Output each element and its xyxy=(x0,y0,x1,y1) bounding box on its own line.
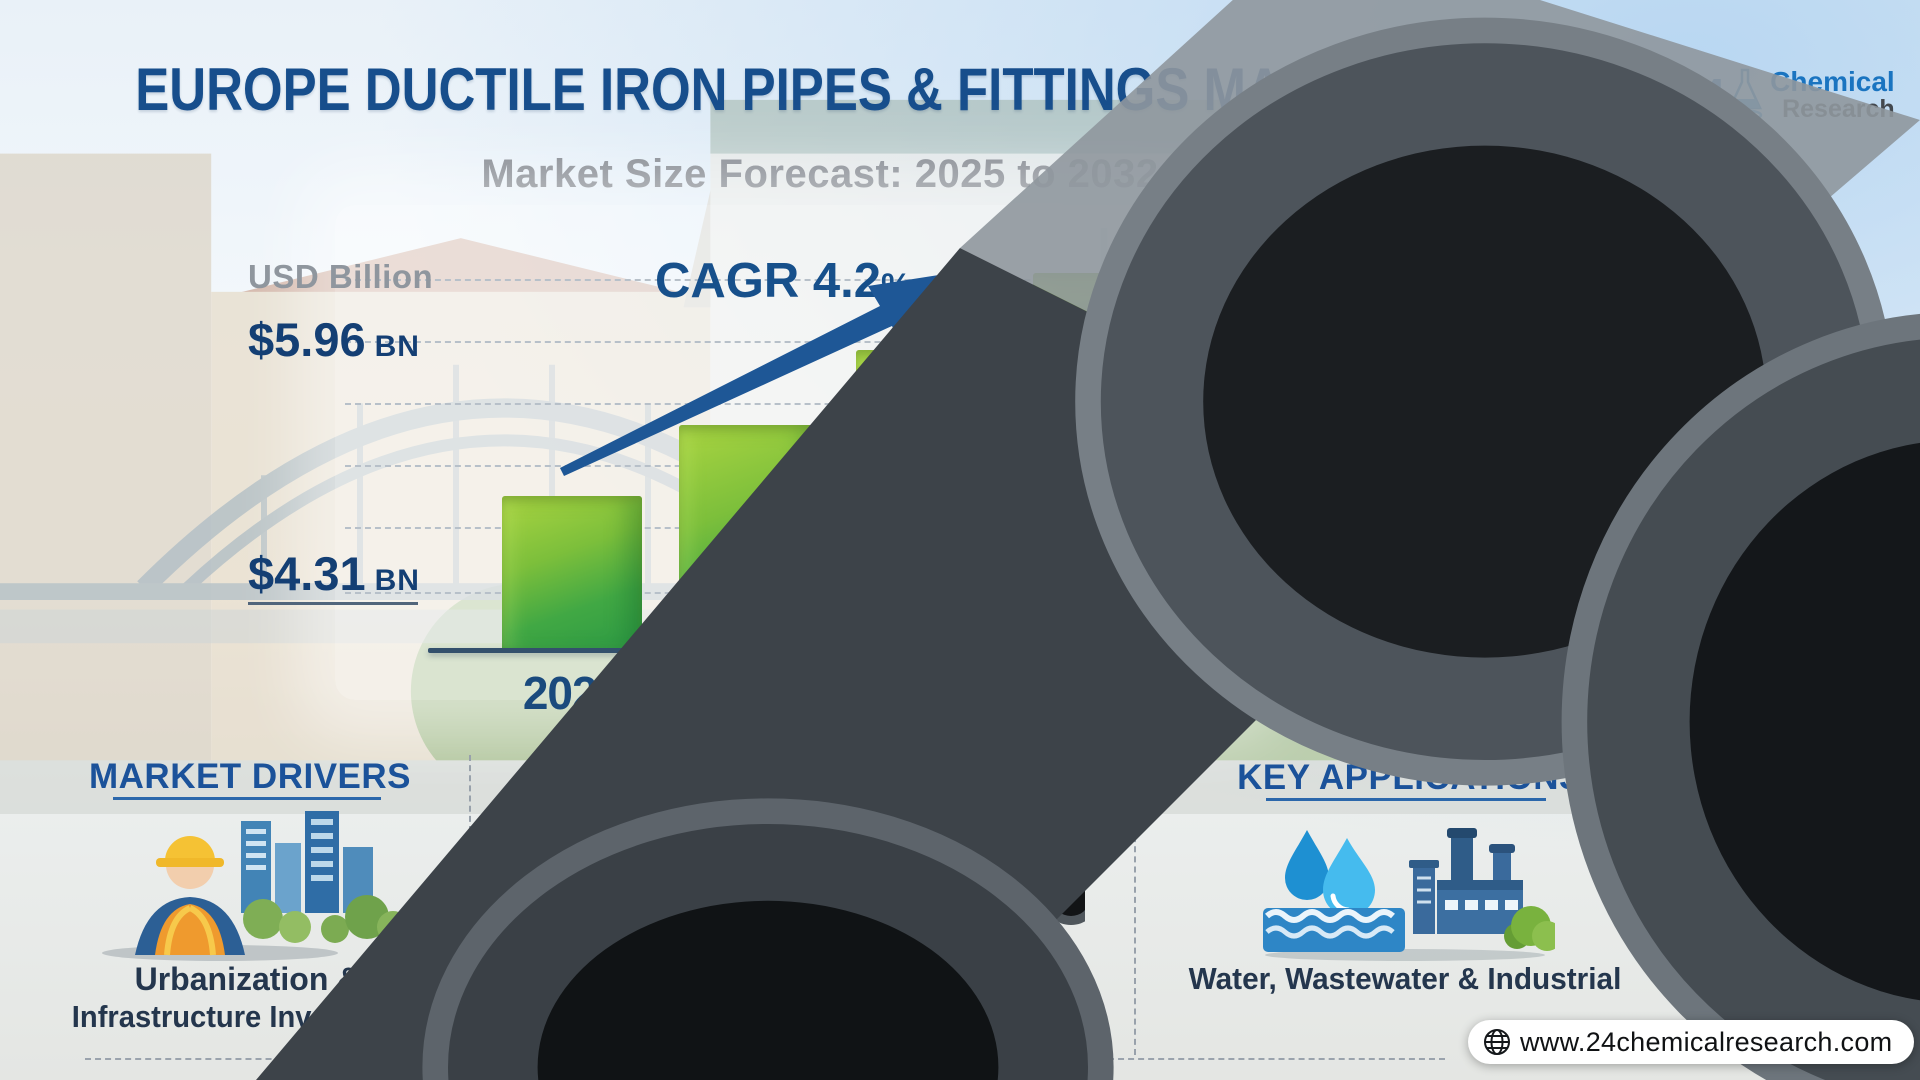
panel-heading-market-drivers: MARKET DRIVERS xyxy=(88,757,412,796)
end-value-label: $5.96 BN xyxy=(248,313,420,366)
globe-icon xyxy=(1484,1029,1510,1055)
panel-text-line: Urbanization & xyxy=(134,961,361,997)
website-pill[interactable]: www.24chemicalresearch.com xyxy=(1468,1020,1914,1064)
panel-text-line: Water, Wastewater & Industrial xyxy=(1188,961,1622,996)
start-value-label: $4.31 BN xyxy=(248,547,420,600)
heading-underline xyxy=(1266,798,1546,801)
start-value-underline xyxy=(248,602,418,605)
panel-divider xyxy=(1134,755,1136,1055)
heading-underline xyxy=(113,797,381,800)
y-axis-unit-label: USD Billion xyxy=(248,258,434,295)
bar-2025 xyxy=(502,496,642,653)
water-industry-icon xyxy=(1263,828,1555,961)
website-url: www.24chemicalresearch.com xyxy=(1520,1026,1893,1057)
